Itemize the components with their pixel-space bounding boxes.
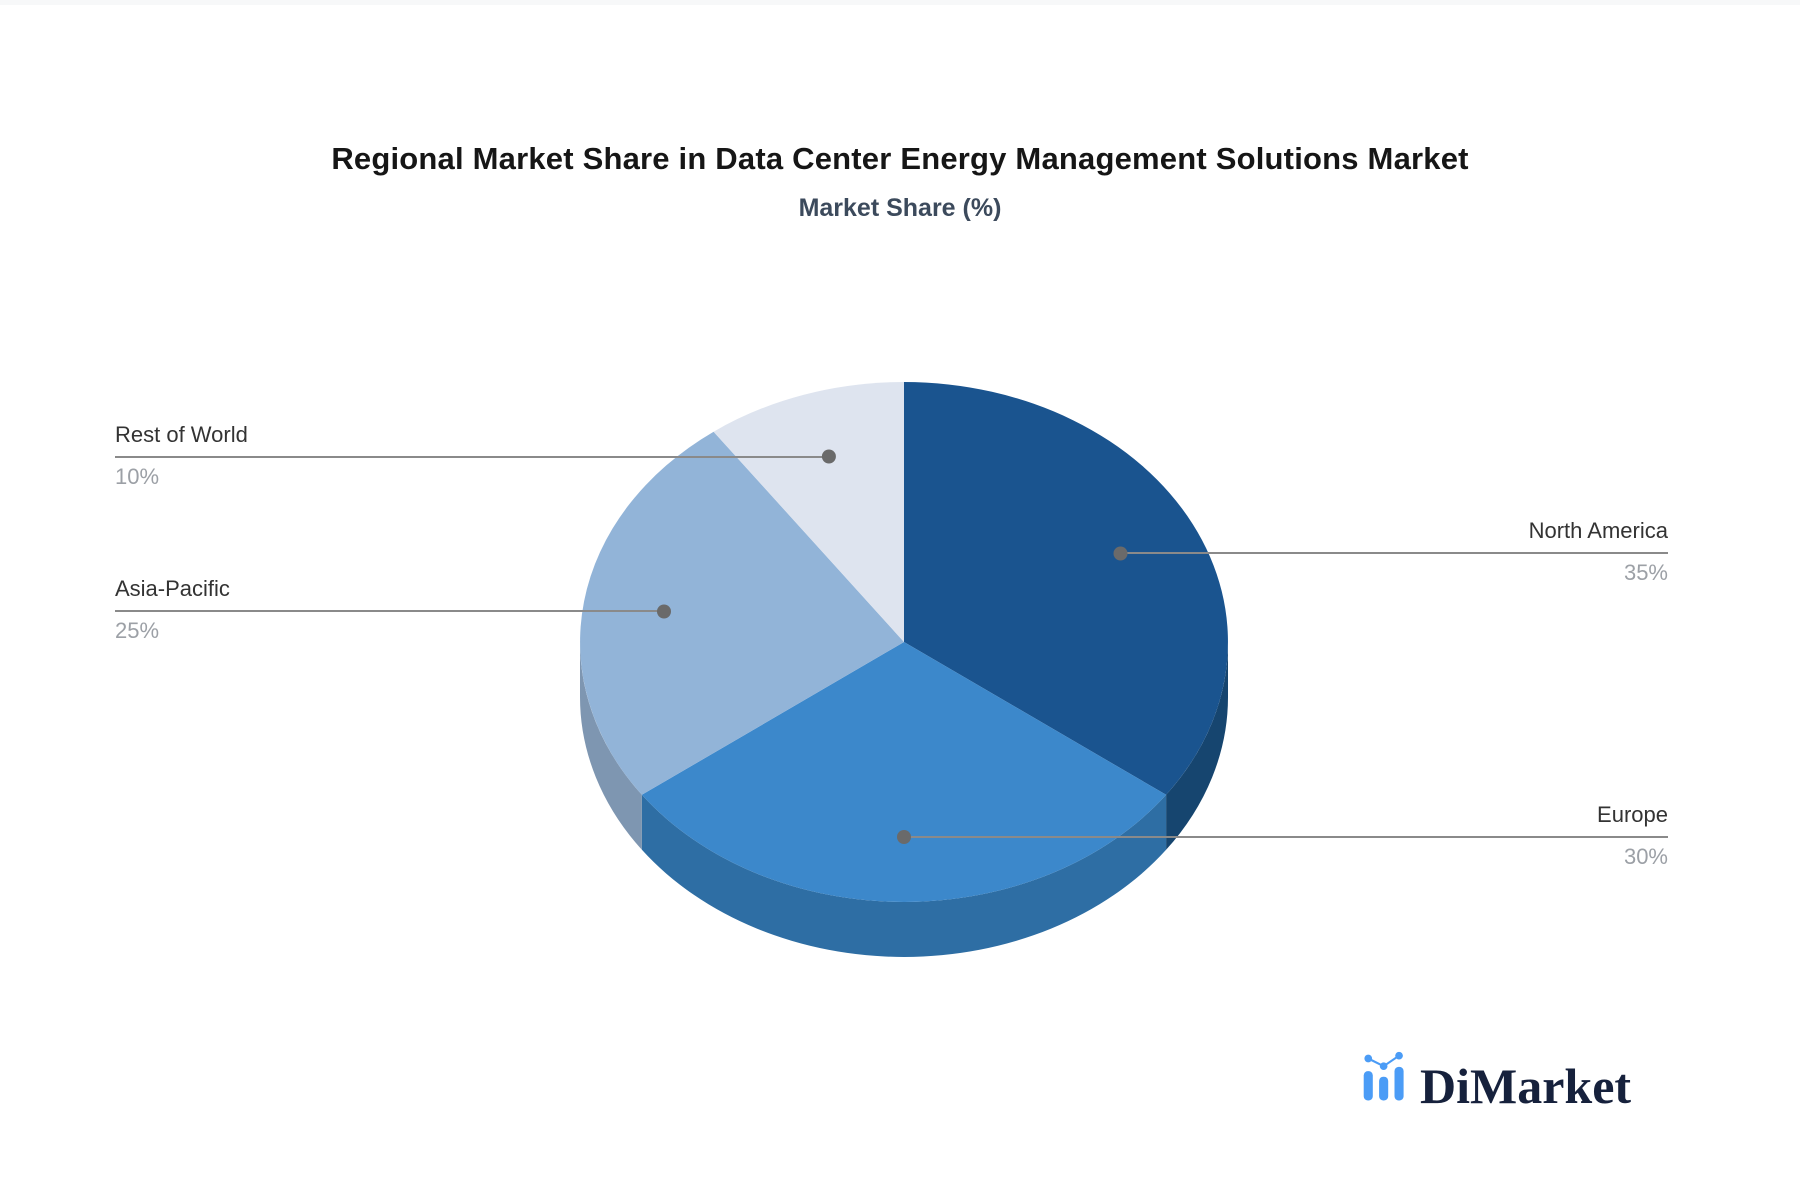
leader-dot-rest-of-world: [821, 449, 836, 464]
leader-dot-asia-pacific: [657, 604, 671, 619]
pie-value-rest-of-world: 10%: [115, 464, 160, 489]
pie-label-europe: Europe: [1597, 802, 1668, 827]
pie-slice-side-asia-pacific: [580, 642, 642, 850]
pie-slice-side-europe: [641, 794, 1167, 957]
pie-slice-side-north-america: [1166, 642, 1228, 850]
leader-dot-europe: [897, 830, 911, 844]
pie-label-asia-pacific: Asia-Pacific: [115, 576, 230, 601]
pie-slice-asia-pacific[interactable]: [580, 431, 904, 795]
pie-callout-asia-pacific: Asia-Pacific 25%: [115, 575, 230, 645]
brand-logo: DiMarket: [1363, 1043, 1632, 1114]
pie-value-north-america: 35%: [1623, 560, 1668, 585]
pie-callout-rest-of-world: Rest of World 10%: [115, 421, 248, 491]
bar-line-chart-icon: [1363, 1051, 1404, 1101]
pie-value-europe: 30%: [1623, 844, 1668, 869]
pie-label-rest-of-world: Rest of World: [115, 422, 248, 447]
pie-slice-rest-of-world[interactable]: [713, 382, 904, 642]
pie-callout-europe: Europe 30%: [1597, 801, 1668, 871]
leader-dot-north-america: [1113, 546, 1128, 561]
brand-logo-text: DiMarket: [1420, 1058, 1632, 1114]
pie-callout-north-america: North America 35%: [1529, 517, 1668, 587]
pie-slice-north-america[interactable]: [904, 382, 1228, 795]
pie-chart: [115, 382, 1668, 957]
pie-value-asia-pacific: 25%: [115, 618, 160, 643]
pie-label-north-america: North America: [1528, 518, 1668, 543]
chart-title: Regional Market Share in Data Center Ene…: [331, 141, 1469, 176]
chart-subtitle: Market Share (%): [798, 194, 1002, 222]
